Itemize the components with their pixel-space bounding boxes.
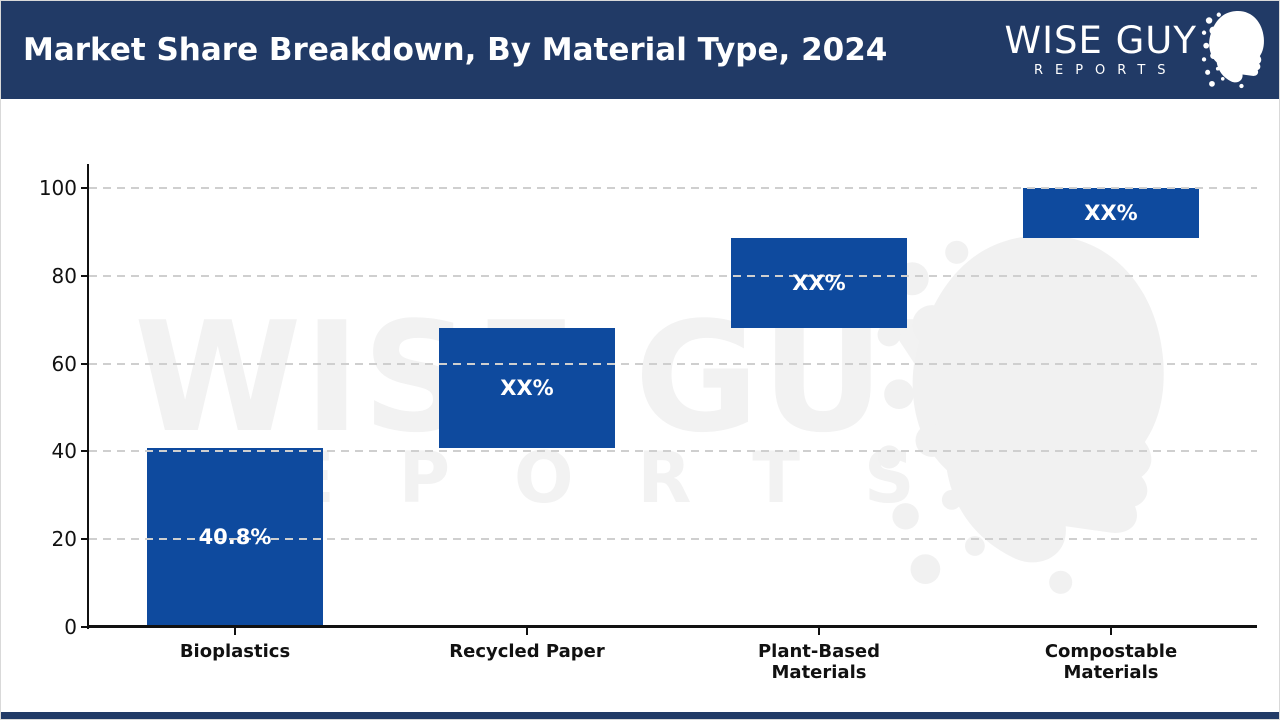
logo-primary-text: WISE GUY [1004, 19, 1197, 63]
x-tick-mark [818, 627, 820, 635]
y-tick-mark [81, 626, 88, 628]
y-tick-label: 100 [38, 176, 77, 200]
y-tick-label: 20 [51, 527, 77, 552]
logo-secondary-text: REPORTS [1033, 62, 1178, 78]
brand-logo: WISE GUY REPORTS [1004, 1, 1279, 99]
x-tick-mark [526, 627, 528, 635]
gridline [89, 274, 1257, 277]
gridline [89, 362, 1257, 365]
x-axis-line [87, 625, 1257, 628]
y-axis-line [87, 164, 89, 629]
bar-value-label: 40.8% [198, 525, 272, 550]
y-tick-mark [81, 187, 88, 189]
y-tick-label: 0 [64, 615, 77, 639]
bar-value-label: XX% [792, 271, 846, 296]
plot-area: WISE GUY REPORTS 0 20 40 60 80 100 40.8% Biopla… [1, 99, 1279, 714]
bar [731, 238, 907, 329]
y-tick-mark [81, 450, 88, 453]
gridline [89, 450, 1257, 453]
header-band: Market Share Breakdown, By Material Type… [1, 1, 1279, 99]
category-label: Plant-Based Materials [757, 641, 881, 684]
watermark-head-icon [877, 235, 1164, 594]
x-tick-mark [234, 627, 236, 635]
y-tick-mark [81, 274, 88, 277]
category-label: Bioplastics [179, 641, 291, 662]
footer-band [1, 712, 1279, 719]
category-label: Compostable Materials [1044, 641, 1178, 684]
category-label: Recycled Paper [449, 641, 605, 662]
y-tick-mark [81, 362, 88, 365]
logo-head-icon [1201, 11, 1264, 89]
gridline [89, 187, 1257, 189]
bar [439, 328, 615, 448]
bar [1023, 188, 1199, 239]
x-tick-mark [1110, 627, 1112, 635]
y-tick-label: 40 [51, 439, 77, 464]
page-title: Market Share Breakdown, By Material Type… [23, 32, 888, 68]
y-tick-label: 80 [51, 263, 77, 288]
y-tick-mark [81, 538, 88, 541]
logo-wordmark: WISE GUY REPORTS [1004, 19, 1197, 78]
bar-value-label: XX% [500, 376, 554, 401]
gridline [89, 538, 1257, 541]
y-tick-label: 60 [51, 351, 77, 376]
bar-value-label: XX% [1084, 201, 1138, 226]
bar [147, 447, 323, 627]
